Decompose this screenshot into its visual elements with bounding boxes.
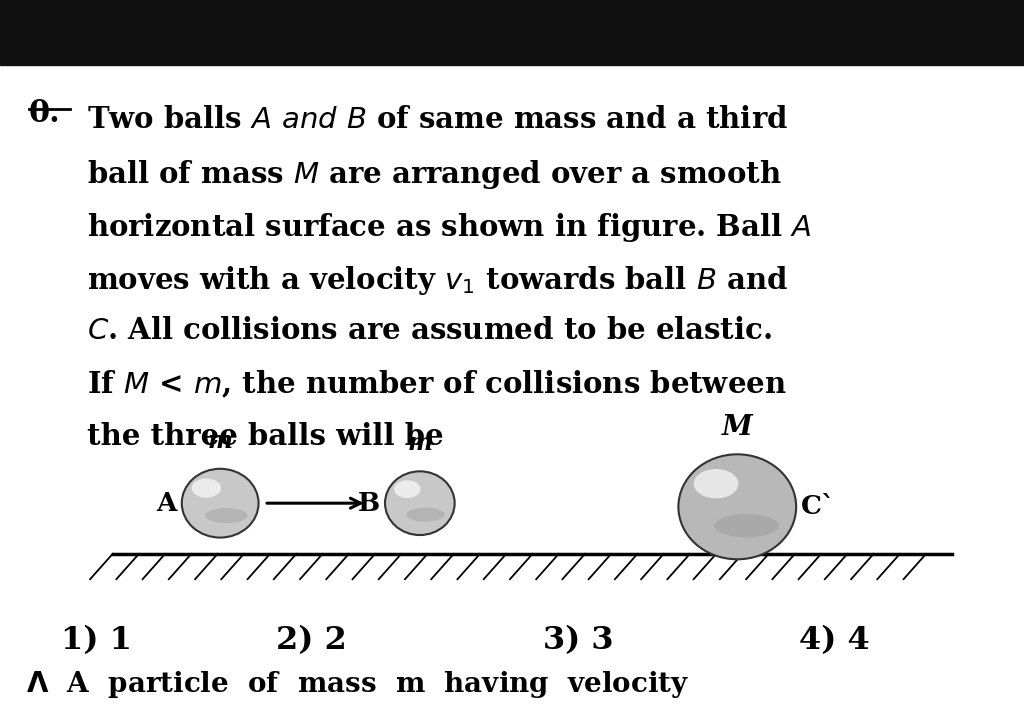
Text: ball of mass $\mathit{M}$ are arranged over a smooth: ball of mass $\mathit{M}$ are arranged o… [87,158,781,191]
Text: Two balls $\mathit{A}$ $\mathit{and}$ $\mathit{B}$ of same mass and a third: Two balls $\mathit{A}$ $\mathit{and}$ $\… [87,105,788,134]
Text: 3) 3: 3) 3 [543,626,613,656]
Text: A: A [156,491,176,515]
Text: B: B [357,491,380,515]
Text: $\mathit{C}$. All collisions are assumed to be elastic.: $\mathit{C}$. All collisions are assumed… [87,316,772,345]
Ellipse shape [693,469,738,498]
Text: 0.: 0. [29,98,60,129]
Text: m: m [408,432,432,455]
Ellipse shape [715,514,779,537]
Text: 2) 2: 2) 2 [276,626,347,656]
Text: moves with a velocity $v_1$ towards ball $\mathit{B}$ and: moves with a velocity $v_1$ towards ball… [87,264,788,297]
Text: m: m [208,429,232,453]
Text: C`: C` [801,494,836,519]
Ellipse shape [394,480,421,498]
Text: If $\mathit{M}$ < $\mathit{m}$, the number of collisions between: If $\mathit{M}$ < $\mathit{m}$, the numb… [87,369,786,400]
Text: $\mathbf{\Lambda}$  A  particle  of  mass  m  having  velocity: $\mathbf{\Lambda}$ A particle of mass m … [26,669,689,699]
Ellipse shape [678,455,797,560]
Text: horizontal surface as shown in figure. Ball $\mathit{A}$: horizontal surface as shown in figure. B… [87,211,812,244]
Ellipse shape [385,471,455,535]
Text: 4) 4: 4) 4 [799,626,869,656]
Text: 1) 1: 1) 1 [61,626,132,656]
Ellipse shape [191,479,221,497]
Bar [0,0,1024,65]
Text: M: M [722,414,753,441]
Ellipse shape [182,469,258,537]
Text: the three balls will be: the three balls will be [87,422,443,451]
Ellipse shape [407,508,444,522]
Ellipse shape [205,508,248,523]
